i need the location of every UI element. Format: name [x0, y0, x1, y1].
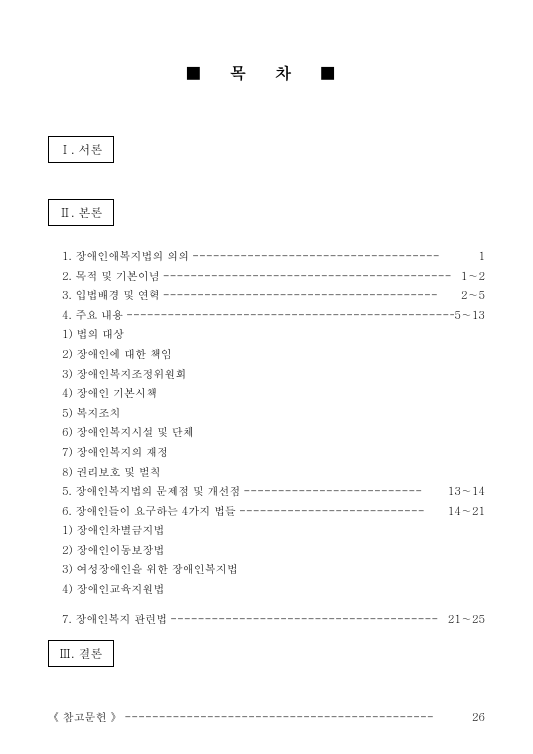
toc-entry: 4. 주요 내용 -------------------------------…: [62, 307, 485, 325]
toc-page: 13∼14: [448, 483, 485, 501]
toc-subitem: 1) 법의 대상: [62, 326, 485, 344]
toc-leader: ---------------------------: [236, 503, 448, 521]
section-body: Ⅱ. 본론: [48, 199, 114, 226]
toc-entry: 5. 장애인복지법의 문제점 및 개선점 -------------------…: [62, 483, 485, 501]
toc-label: 2. 목적 및 기본이념: [62, 268, 160, 286]
toc-leader: ----------------------------------------…: [160, 268, 461, 286]
toc-label: 7. 장애인복지 관련법: [62, 611, 167, 629]
toc-leader: --------------------------: [240, 483, 447, 501]
toc-label: 6. 장애인들이 요구하는 4가지 법들: [62, 503, 236, 521]
ref-page: 26: [472, 709, 485, 727]
toc-label: 1. 장애인애복지법의 의의: [62, 248, 189, 266]
toc-entry: 3. 입법배경 및 연혁 ---------------------------…: [62, 287, 485, 305]
toc-list: 7. 장애인복지 관련법 ---------------------------…: [48, 611, 485, 629]
toc-subitem: 4) 장애인교육지원법: [62, 581, 485, 599]
toc-label: 4. 주요 내용: [62, 307, 123, 325]
toc-subitem: 2) 장애인에 대한 책임: [62, 346, 485, 364]
section-intro: Ⅰ. 서론: [48, 136, 114, 163]
toc-entry: 7. 장애인복지 관련법 ---------------------------…: [62, 611, 485, 629]
toc-subitem: 1) 장애인차별금지법: [62, 522, 485, 540]
toc-subitem: 8) 권리보호 및 벌칙: [62, 464, 485, 482]
toc-label: 3. 입법배경 및 연혁: [62, 287, 160, 305]
page-title: ■ 목 차 ■: [48, 60, 485, 86]
toc-page: 21∼25: [448, 611, 485, 629]
toc-leader: ---------------------------------------: [167, 611, 448, 629]
toc-page: 14∼21: [448, 503, 485, 521]
toc-subitem: 2) 장애인이동보장법: [62, 542, 485, 560]
toc-entry: 2. 목적 및 기본이념 ---------------------------…: [62, 268, 485, 286]
ref-label: 《 참고문헌 》: [48, 709, 121, 727]
toc-entry: 6. 장애인들이 요구하는 4가지 법들 -------------------…: [62, 503, 485, 521]
toc-leader: ----------------------------------------…: [123, 307, 454, 325]
toc-leader: ------------------------------------: [189, 248, 478, 266]
toc-page: 1∼2: [461, 268, 485, 286]
toc-page: 5∼13: [454, 307, 485, 325]
toc-subitem: 4) 장애인 기본시책: [62, 385, 485, 403]
toc-subitem: 3) 장애인복지조정위원회: [62, 366, 485, 384]
toc-subitem: 3) 여성장애인을 위한 장애인복지법: [62, 561, 485, 579]
references: 《 참고문헌 》 -------------------------------…: [48, 709, 485, 727]
ref-leader: ----------------------------------------…: [121, 709, 472, 727]
section-conclusion: Ⅲ. 결론: [48, 640, 114, 667]
toc-leader: ----------------------------------------: [160, 287, 461, 305]
toc-page: 2∼5: [461, 287, 485, 305]
toc-subitem: 6) 장애인복지시설 및 단체: [62, 424, 485, 442]
toc-subitem: 7) 장애인복지의 재정: [62, 444, 485, 462]
toc-page: 1: [478, 248, 485, 266]
toc-subitem: 5) 복지조치: [62, 405, 485, 423]
toc-entry: 1. 장애인애복지법의 의의 -------------------------…: [62, 248, 485, 266]
toc-label: 5. 장애인복지법의 문제점 및 개선점: [62, 483, 240, 501]
toc-list: 1. 장애인애복지법의 의의 -------------------------…: [48, 248, 485, 599]
